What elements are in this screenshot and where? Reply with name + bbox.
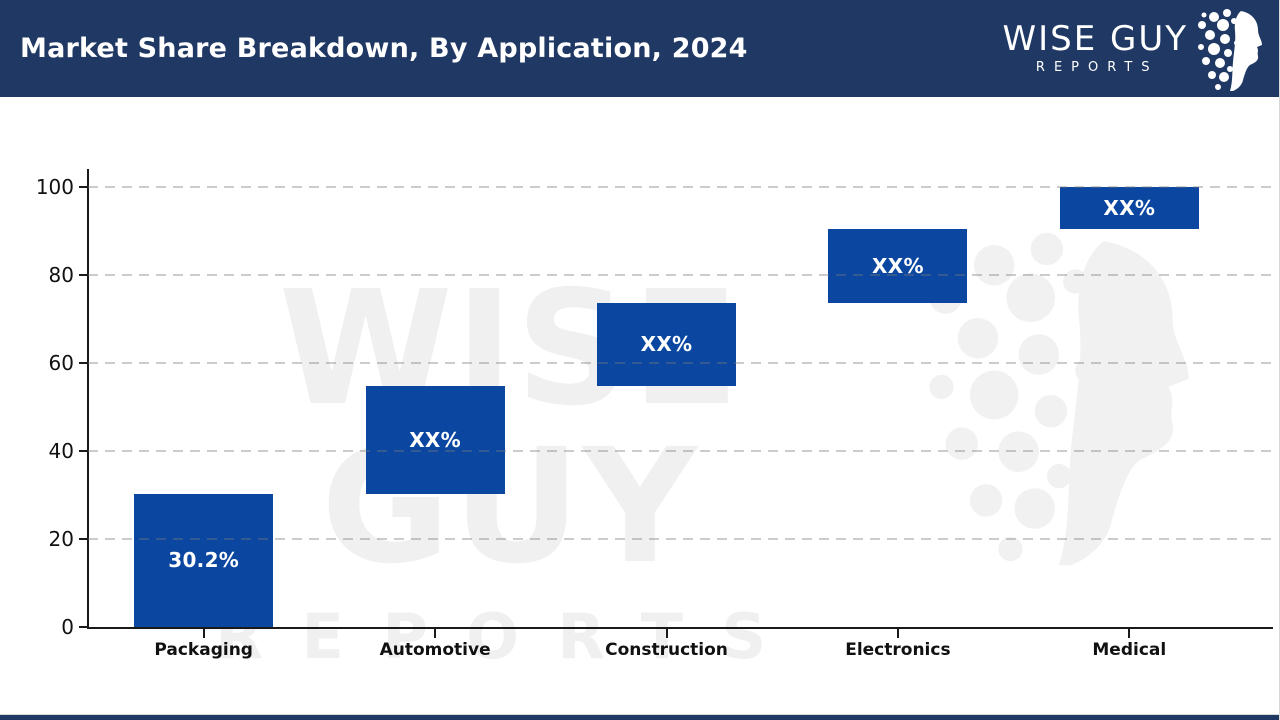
y-axis-line <box>87 169 89 629</box>
y-tick-mark-80 <box>79 273 88 276</box>
x-tick-label-medical: Medical <box>1092 640 1167 660</box>
footer-divider <box>0 714 1279 715</box>
page-title: Market Share Breakdown, By Application, … <box>20 33 748 64</box>
bar-label-electronics: XX% <box>872 254 924 279</box>
x-axis-line <box>87 627 1273 629</box>
y-tick-label-60: 60 <box>48 350 74 375</box>
y-tick-mark-100 <box>79 185 88 188</box>
y-tick-mark-60 <box>79 361 88 364</box>
x-tick-mark-automotive <box>434 629 437 638</box>
bar-packaging: 30.2% <box>134 494 274 627</box>
logo-face-icon <box>1198 8 1262 91</box>
x-tick-label-packaging: Packaging <box>154 640 253 660</box>
x-tick-mark-medical <box>1128 629 1131 638</box>
y-tick-mark-20 <box>79 537 88 540</box>
x-tick-label-construction: Construction <box>605 640 728 660</box>
y-tick-label-100: 100 <box>35 174 74 199</box>
y-tick-label-80: 80 <box>48 262 74 287</box>
bar-label-packaging: 30.2% <box>168 548 240 573</box>
plot-area: 30.2% XX% XX% XX% XX% <box>88 169 1245 627</box>
bar-label-automotive: XX% <box>409 428 461 453</box>
header-bar: Market Share Breakdown, By Application, … <box>0 0 1279 97</box>
x-tick-mark-electronics <box>896 629 899 638</box>
bar-automotive: XX% <box>365 386 505 494</box>
bar-label-medical: XX% <box>1103 195 1156 220</box>
bar-electronics: XX% <box>828 229 968 303</box>
y-tick-label-0: 0 <box>61 615 74 639</box>
brand-name: WISE GUY <box>1002 19 1188 60</box>
bar-construction: XX% <box>597 302 736 387</box>
brand-logo-text: WISE GUY REPORTS <box>1002 19 1188 75</box>
x-tick-mark-packaging <box>202 629 205 638</box>
x-tick-label-automotive: Automotive <box>379 640 491 660</box>
bar-label-construction: XX% <box>640 332 693 357</box>
footer-bar <box>0 715 1279 720</box>
brand-subname: REPORTS <box>1035 59 1159 75</box>
y-tick-label-20: 20 <box>48 526 74 551</box>
x-tick-label-electronics: Electronics <box>845 640 951 660</box>
brand-logo: WISE GUY REPORTS <box>1002 7 1266 91</box>
bar-medical: XX% <box>1059 186 1199 230</box>
y-tick-mark-0 <box>79 626 88 628</box>
y-tick-mark-40 <box>79 449 88 452</box>
x-tick-mark-construction <box>665 629 668 638</box>
y-tick-label-40: 40 <box>48 438 74 463</box>
